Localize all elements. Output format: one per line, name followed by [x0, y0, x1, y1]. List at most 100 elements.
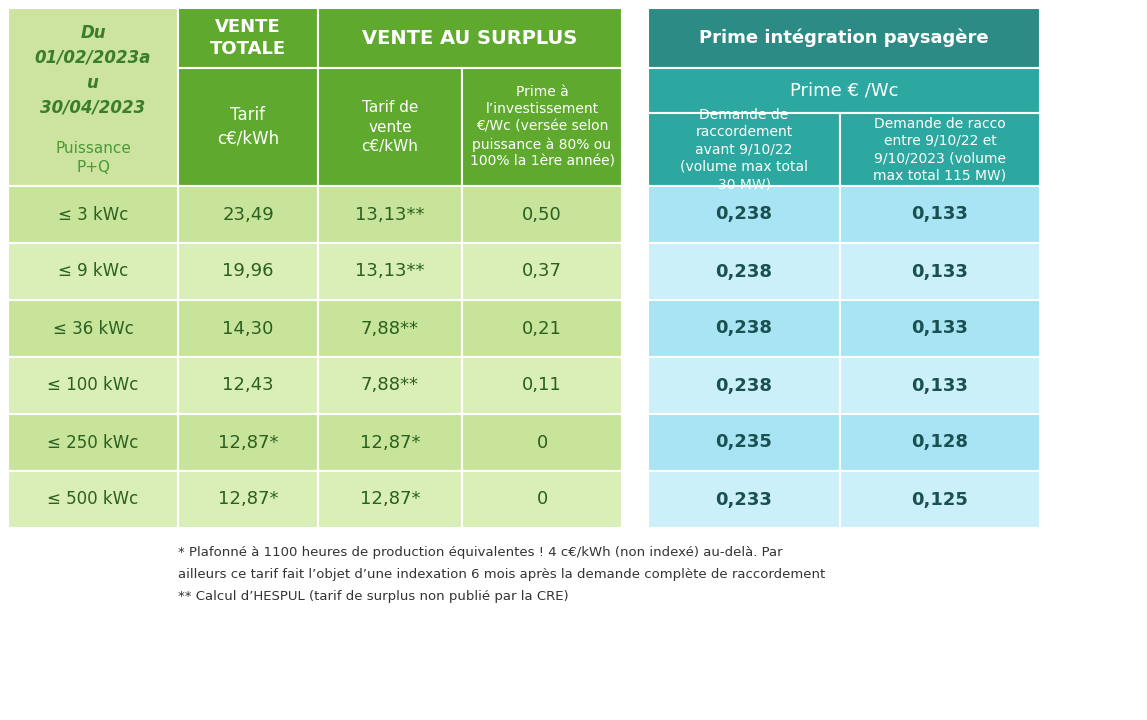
Bar: [622, 243, 648, 300]
Text: 0,11: 0,11: [522, 377, 562, 395]
Text: Prime intégration paysagère: Prime intégration paysagère: [700, 29, 989, 48]
Text: ≤ 3 kWc: ≤ 3 kWc: [57, 205, 128, 223]
Bar: [462, 186, 622, 243]
Bar: [840, 414, 1040, 471]
Bar: [178, 414, 318, 471]
Text: 0,238: 0,238: [716, 377, 772, 395]
Bar: [840, 186, 1040, 243]
Bar: [318, 8, 622, 68]
Text: ≤ 36 kWc: ≤ 36 kWc: [53, 320, 133, 338]
Bar: [648, 68, 1040, 113]
Text: 0,133: 0,133: [912, 205, 968, 223]
Text: 23,49: 23,49: [223, 205, 274, 223]
Bar: [622, 414, 648, 471]
Bar: [178, 186, 318, 243]
Text: Prime € /Wc: Prime € /Wc: [790, 81, 898, 99]
Text: * Plafonné à 1100 heures de production équivalentes ! 4 c€/kWh (non indexé) au-d: * Plafonné à 1100 heures de production é…: [178, 546, 782, 559]
Text: 0,125: 0,125: [912, 490, 968, 508]
Text: 0,133: 0,133: [912, 320, 968, 338]
Text: Du
01/02/2023a
u
30/04/2023: Du 01/02/2023a u 30/04/2023: [34, 24, 151, 117]
Bar: [178, 8, 318, 68]
Text: Puissance
P+Q: Puissance P+Q: [55, 141, 131, 175]
Bar: [648, 113, 840, 186]
Bar: [622, 300, 648, 357]
Bar: [178, 357, 318, 414]
Bar: [8, 414, 178, 471]
Text: 12,87*: 12,87*: [360, 490, 420, 508]
Text: ≤ 100 kWc: ≤ 100 kWc: [47, 377, 139, 395]
Bar: [622, 8, 648, 186]
Text: Prime à
l’investissement
€/Wc (versée selon
puissance à 80% ou
100% la 1ère anné: Prime à l’investissement €/Wc (versée se…: [469, 85, 615, 169]
Text: 19,96: 19,96: [223, 263, 274, 281]
Bar: [462, 357, 622, 414]
Bar: [648, 243, 840, 300]
Text: 0,238: 0,238: [716, 263, 772, 281]
Text: 7,88**: 7,88**: [361, 320, 419, 338]
Bar: [462, 68, 622, 186]
Text: 0: 0: [537, 490, 547, 508]
Bar: [462, 471, 622, 528]
Bar: [648, 357, 840, 414]
Text: 13,13**: 13,13**: [356, 205, 424, 223]
Text: 0,21: 0,21: [522, 320, 562, 338]
Text: 0,37: 0,37: [522, 263, 562, 281]
Text: 12,87*: 12,87*: [218, 433, 279, 451]
Bar: [178, 68, 318, 186]
Bar: [8, 186, 178, 243]
Bar: [462, 300, 622, 357]
Text: ailleurs ce tarif fait l’objet d’une indexation 6 mois après la demande complète: ailleurs ce tarif fait l’objet d’une ind…: [178, 568, 825, 581]
Bar: [8, 8, 178, 186]
Bar: [648, 471, 840, 528]
Text: 0,238: 0,238: [716, 320, 772, 338]
Text: 0,50: 0,50: [522, 205, 562, 223]
Text: 7,88**: 7,88**: [361, 377, 419, 395]
Text: 0,133: 0,133: [912, 263, 968, 281]
Bar: [622, 186, 648, 243]
Bar: [840, 113, 1040, 186]
Bar: [462, 243, 622, 300]
Bar: [648, 414, 840, 471]
Text: ** Calcul d’HESPUL (tarif de surplus non publié par la CRE): ** Calcul d’HESPUL (tarif de surplus non…: [178, 590, 569, 603]
Text: VENTE AU SURPLUS: VENTE AU SURPLUS: [362, 29, 578, 48]
Bar: [318, 300, 462, 357]
Text: 12,87*: 12,87*: [360, 433, 420, 451]
Bar: [178, 300, 318, 357]
Text: 0,133: 0,133: [912, 377, 968, 395]
Bar: [462, 414, 622, 471]
Bar: [8, 300, 178, 357]
Bar: [318, 471, 462, 528]
Bar: [622, 357, 648, 414]
Text: Demande de racco
entre 9/10/22 et
9/10/2023 (volume
max total 115 MW): Demande de racco entre 9/10/22 et 9/10/2…: [873, 117, 1007, 182]
Bar: [318, 243, 462, 300]
Text: Tarif de
vente
c€/kWh: Tarif de vente c€/kWh: [361, 99, 419, 154]
Bar: [178, 243, 318, 300]
Text: ≤ 250 kWc: ≤ 250 kWc: [47, 433, 139, 451]
Bar: [648, 300, 840, 357]
Text: 0,128: 0,128: [912, 433, 968, 451]
Text: 14,30: 14,30: [223, 320, 274, 338]
Bar: [840, 300, 1040, 357]
Text: 0,233: 0,233: [716, 490, 772, 508]
Bar: [8, 357, 178, 414]
Bar: [622, 471, 648, 528]
Text: ≤ 500 kWc: ≤ 500 kWc: [47, 490, 139, 508]
Text: 0,238: 0,238: [716, 205, 772, 223]
Bar: [8, 471, 178, 528]
Bar: [318, 68, 462, 186]
Bar: [318, 357, 462, 414]
Text: 12,43: 12,43: [223, 377, 274, 395]
Bar: [840, 471, 1040, 528]
Text: VENTE
TOTALE: VENTE TOTALE: [210, 17, 286, 58]
Text: Demande de
raccordement
avant 9/10/22
(volume max total
30 MW): Demande de raccordement avant 9/10/22 (v…: [680, 108, 807, 191]
Bar: [840, 243, 1040, 300]
Bar: [648, 186, 840, 243]
Text: 13,13**: 13,13**: [356, 263, 424, 281]
Bar: [318, 414, 462, 471]
Text: 12,87*: 12,87*: [218, 490, 279, 508]
Bar: [8, 243, 178, 300]
Text: ≤ 9 kWc: ≤ 9 kWc: [57, 263, 128, 281]
Text: 0: 0: [537, 433, 547, 451]
Text: Tarif
c€/kWh: Tarif c€/kWh: [217, 107, 279, 148]
Text: 0,235: 0,235: [716, 433, 772, 451]
Bar: [648, 8, 1040, 68]
